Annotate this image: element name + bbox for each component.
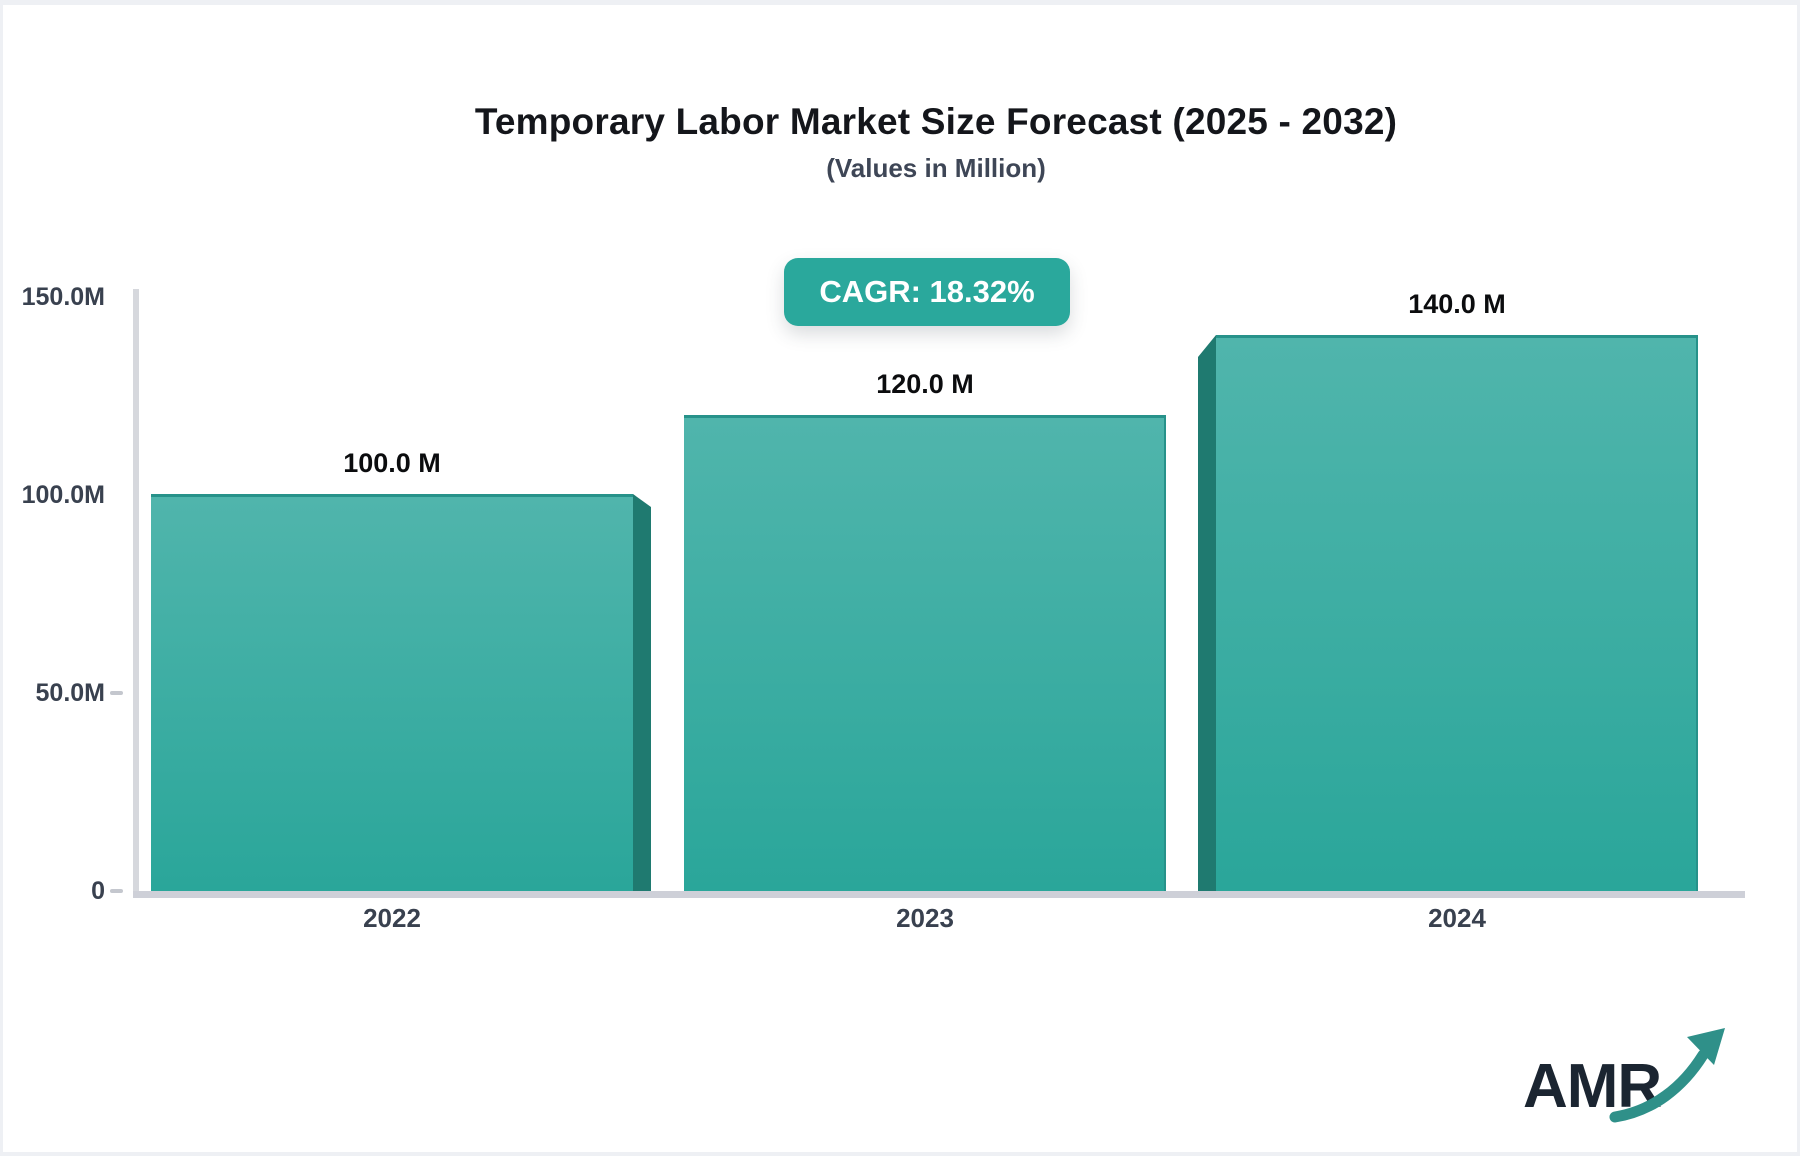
bar-2024-3d-edge [1198, 335, 1216, 891]
y-tick-150: 150.0M [21, 283, 105, 311]
amr-logo-arrow-head [1687, 1028, 1725, 1065]
bar-2022-3d-edge [633, 494, 651, 891]
y-tick-50: 50.0M [35, 679, 105, 707]
chart-card: Temporary Labor Market Size Forecast (20… [3, 5, 1797, 1152]
x-axis-line [133, 891, 1745, 898]
bar-value-2024: 140.0 M [1408, 289, 1506, 319]
amr-logo: AMR [1523, 1028, 1725, 1123]
amr-logo-arrow-swoosh [1609, 1049, 1709, 1123]
bar-value-2022: 100.0 M [343, 448, 441, 478]
bar-2023[interactable] [684, 415, 1166, 891]
bar-2024[interactable] [1216, 335, 1698, 891]
bar-2022[interactable] [151, 494, 633, 891]
x-tick-2023: 2023 [896, 903, 954, 933]
chart-title: Temporary Labor Market Size Forecast (20… [474, 101, 1398, 142]
cagr-badge-label: CAGR: 18.32% [819, 274, 1035, 309]
chart-subtitle: (Values in Million) [826, 153, 1046, 183]
x-tick-2022: 2022 [363, 903, 421, 933]
x-tick-2024: 2024 [1428, 903, 1486, 933]
y-tick-100: 100.0M [21, 481, 105, 509]
y-tick-0: 0 [91, 877, 105, 905]
y-axis-line [133, 289, 139, 892]
cagr-badge: CAGR: 18.32% [784, 258, 1070, 326]
bar-value-2023: 120.0 M [876, 369, 974, 399]
y-tick-mark-50 [110, 691, 123, 695]
y-tick-mark-0 [110, 889, 123, 893]
